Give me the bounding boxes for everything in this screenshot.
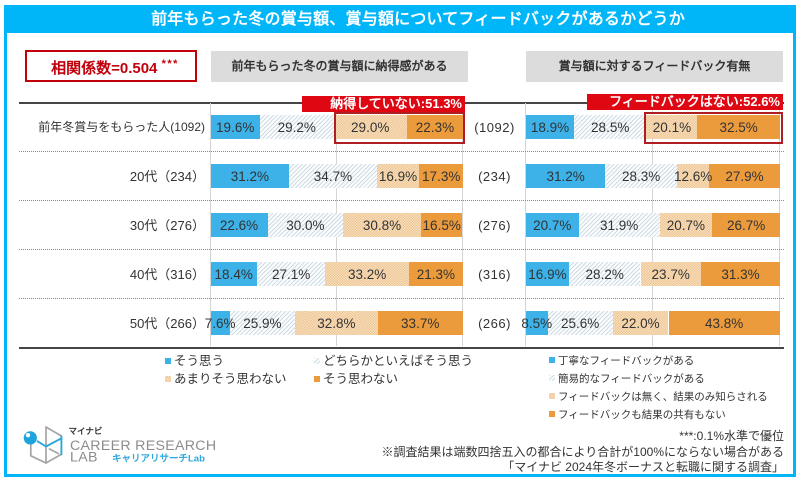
svg-text:キャリアリサーチLab: キャリアリサーチLab <box>112 454 205 465</box>
svg-text:マイナビ: マイナビ <box>69 426 103 436</box>
svg-text:LAB: LAB <box>70 450 98 466</box>
svg-text:CAREER RESEARCH: CAREER RESEARCH <box>70 438 216 454</box>
